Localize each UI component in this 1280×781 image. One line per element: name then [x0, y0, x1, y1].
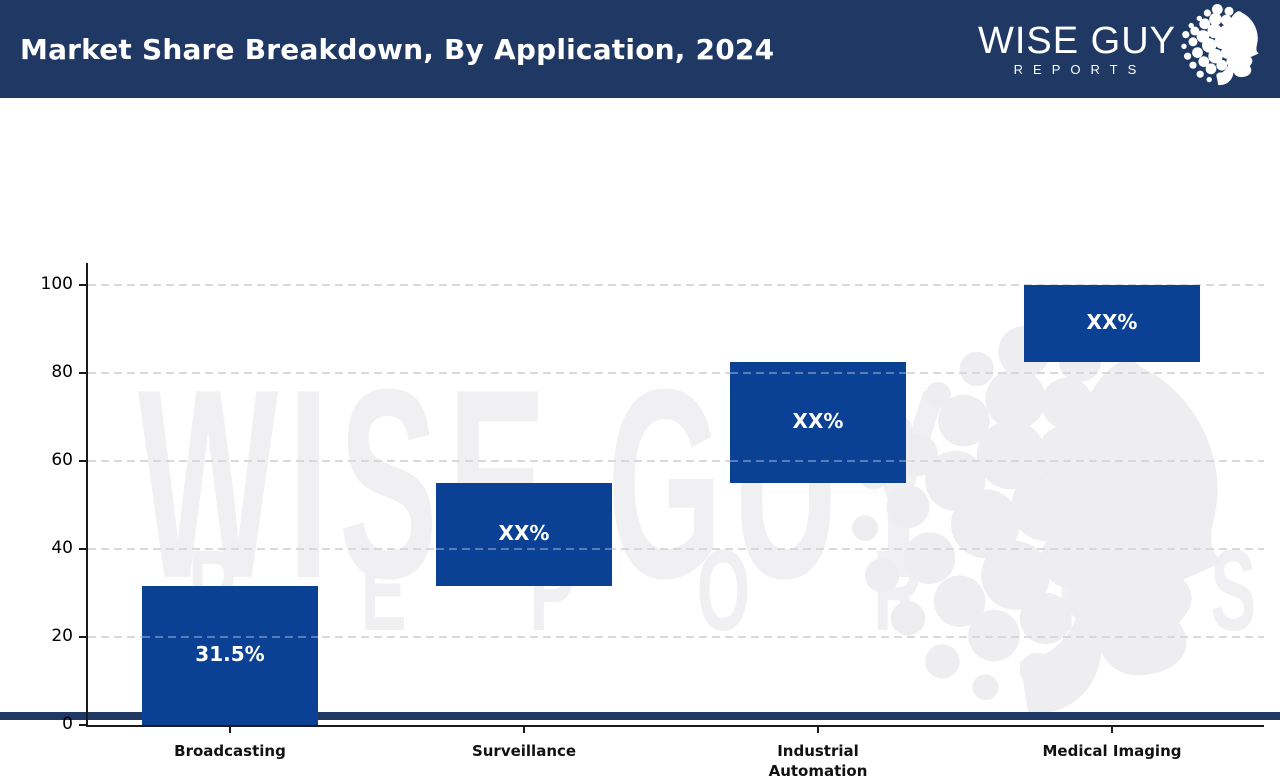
- y-axis-tick: [79, 284, 86, 286]
- gridline-y20: [88, 636, 1264, 638]
- x-axis-tick: [229, 727, 231, 733]
- y-axis-tick-label: 60: [51, 450, 73, 470]
- x-axis-line: [86, 725, 1264, 727]
- bar-value-label: XX%: [498, 520, 550, 545]
- wise-guy-reports-logo: WISE GUY REPORTS: [978, 4, 1266, 94]
- y-axis-tick-label: 20: [51, 626, 73, 646]
- x-axis-category-label: Medical Imaging: [1042, 742, 1182, 760]
- chart-canvas: WISE GUY R E P O R T S 0 20 40 60 80 100 31.5%…: [0, 98, 1280, 780]
- bar-surveillance: XX%: [436, 483, 612, 587]
- x-axis-category-label: Surveillance: [471, 742, 577, 760]
- y-axis-line: [86, 263, 88, 727]
- y-axis-tick-label: 40: [51, 538, 73, 558]
- bar-value-label: XX%: [792, 408, 844, 433]
- x-axis-tick: [817, 727, 819, 733]
- gridline-y60: [88, 460, 1264, 462]
- y-axis-tick: [79, 724, 86, 726]
- gridline-over-bar: [142, 635, 318, 638]
- footer-bar: [0, 712, 1280, 720]
- bar-value-label: XX%: [1086, 309, 1138, 334]
- bar-medical-imaging: XX%: [1024, 285, 1200, 362]
- y-axis-tick: [79, 636, 86, 638]
- bar-broadcasting: 31.5%: [142, 586, 318, 725]
- y-axis-tick-label: 0: [62, 714, 73, 734]
- y-axis-tick: [79, 548, 86, 550]
- logo-wordmark: WISE GUY: [977, 20, 1176, 62]
- gridline-over-bar: [730, 460, 906, 462]
- header-bar: Market Share Breakdown, By Application, …: [0, 0, 1280, 98]
- x-axis-category-label: Industrial Automation: [768, 742, 868, 780]
- bar-industrial-automation: XX%: [730, 362, 906, 483]
- y-axis-tick-label: 80: [51, 362, 73, 382]
- logo-text: WISE GUY REPORTS: [978, 22, 1176, 76]
- plot-area: 0 20 40 60 80 100 31.5% XX% XX% XX% Broadcasting Su…: [41, 259, 1264, 780]
- y-axis-tick: [79, 372, 86, 374]
- gridline-y80: [88, 372, 1264, 374]
- page-title: Market Share Breakdown, By Application, …: [20, 32, 775, 66]
- head-profile-icon: [1181, 4, 1259, 86]
- y-axis-tick-label: 100: [40, 274, 73, 294]
- gridline-over-bar: [436, 548, 612, 550]
- y-axis-tick: [79, 460, 86, 462]
- gridline-over-bar: [730, 372, 906, 374]
- gridline-y100: [88, 284, 1264, 286]
- logo-subtitle: REPORTS: [1013, 62, 1147, 77]
- x-axis-category-label: Broadcasting: [174, 742, 286, 760]
- gridline-y40: [88, 548, 1264, 550]
- x-axis-tick: [1111, 727, 1113, 733]
- x-axis-tick: [523, 727, 525, 733]
- bar-value-label: 31.5%: [195, 641, 265, 666]
